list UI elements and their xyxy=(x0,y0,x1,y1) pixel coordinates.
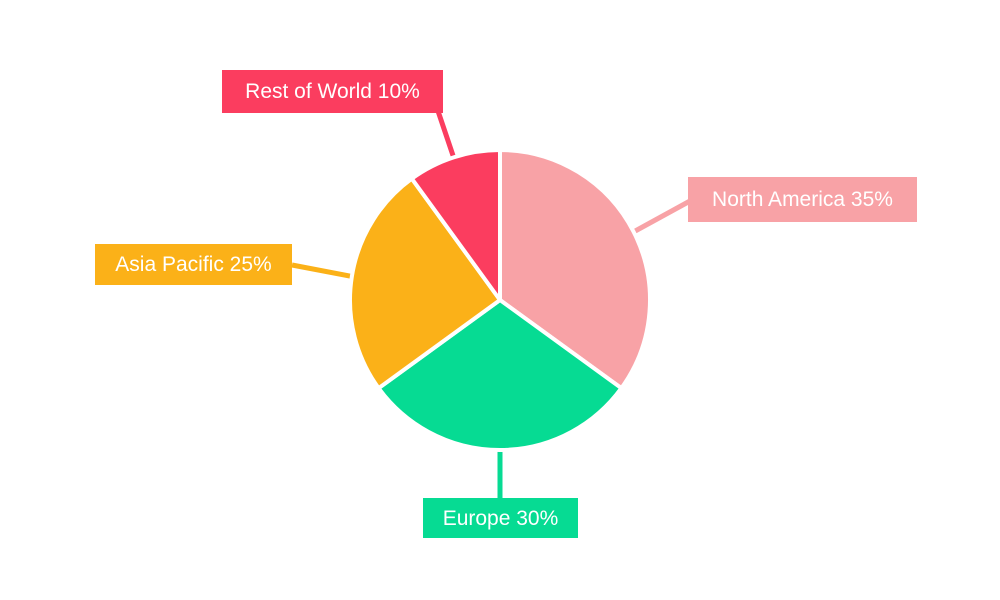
label-north-america: North America 35% xyxy=(688,177,917,222)
pie-slice-asia-pacific[interactable] xyxy=(348,176,502,391)
leader-line-rest-of-world xyxy=(435,110,457,161)
pie-slice-europe[interactable] xyxy=(376,298,624,452)
label-asia-pacific-text: Asia Pacific 25% xyxy=(115,253,272,276)
label-europe-text: Europe 30% xyxy=(442,506,559,530)
pie-slice-rest-of-world[interactable] xyxy=(409,148,502,302)
label-asia-pacific: Asia Pacific 25% xyxy=(95,244,292,285)
label-rest-of-world-text: Rest of World 10% xyxy=(245,80,420,103)
label-north-america-text: North America 35% xyxy=(712,188,893,211)
label-rest-of-world: Rest of World 10% xyxy=(222,70,443,113)
leader-line-north-america xyxy=(630,198,692,236)
pie-slice-north-america[interactable] xyxy=(498,148,652,391)
leader-line-asia-pacific xyxy=(291,262,355,280)
label-europe: Europe 30% xyxy=(423,498,578,538)
